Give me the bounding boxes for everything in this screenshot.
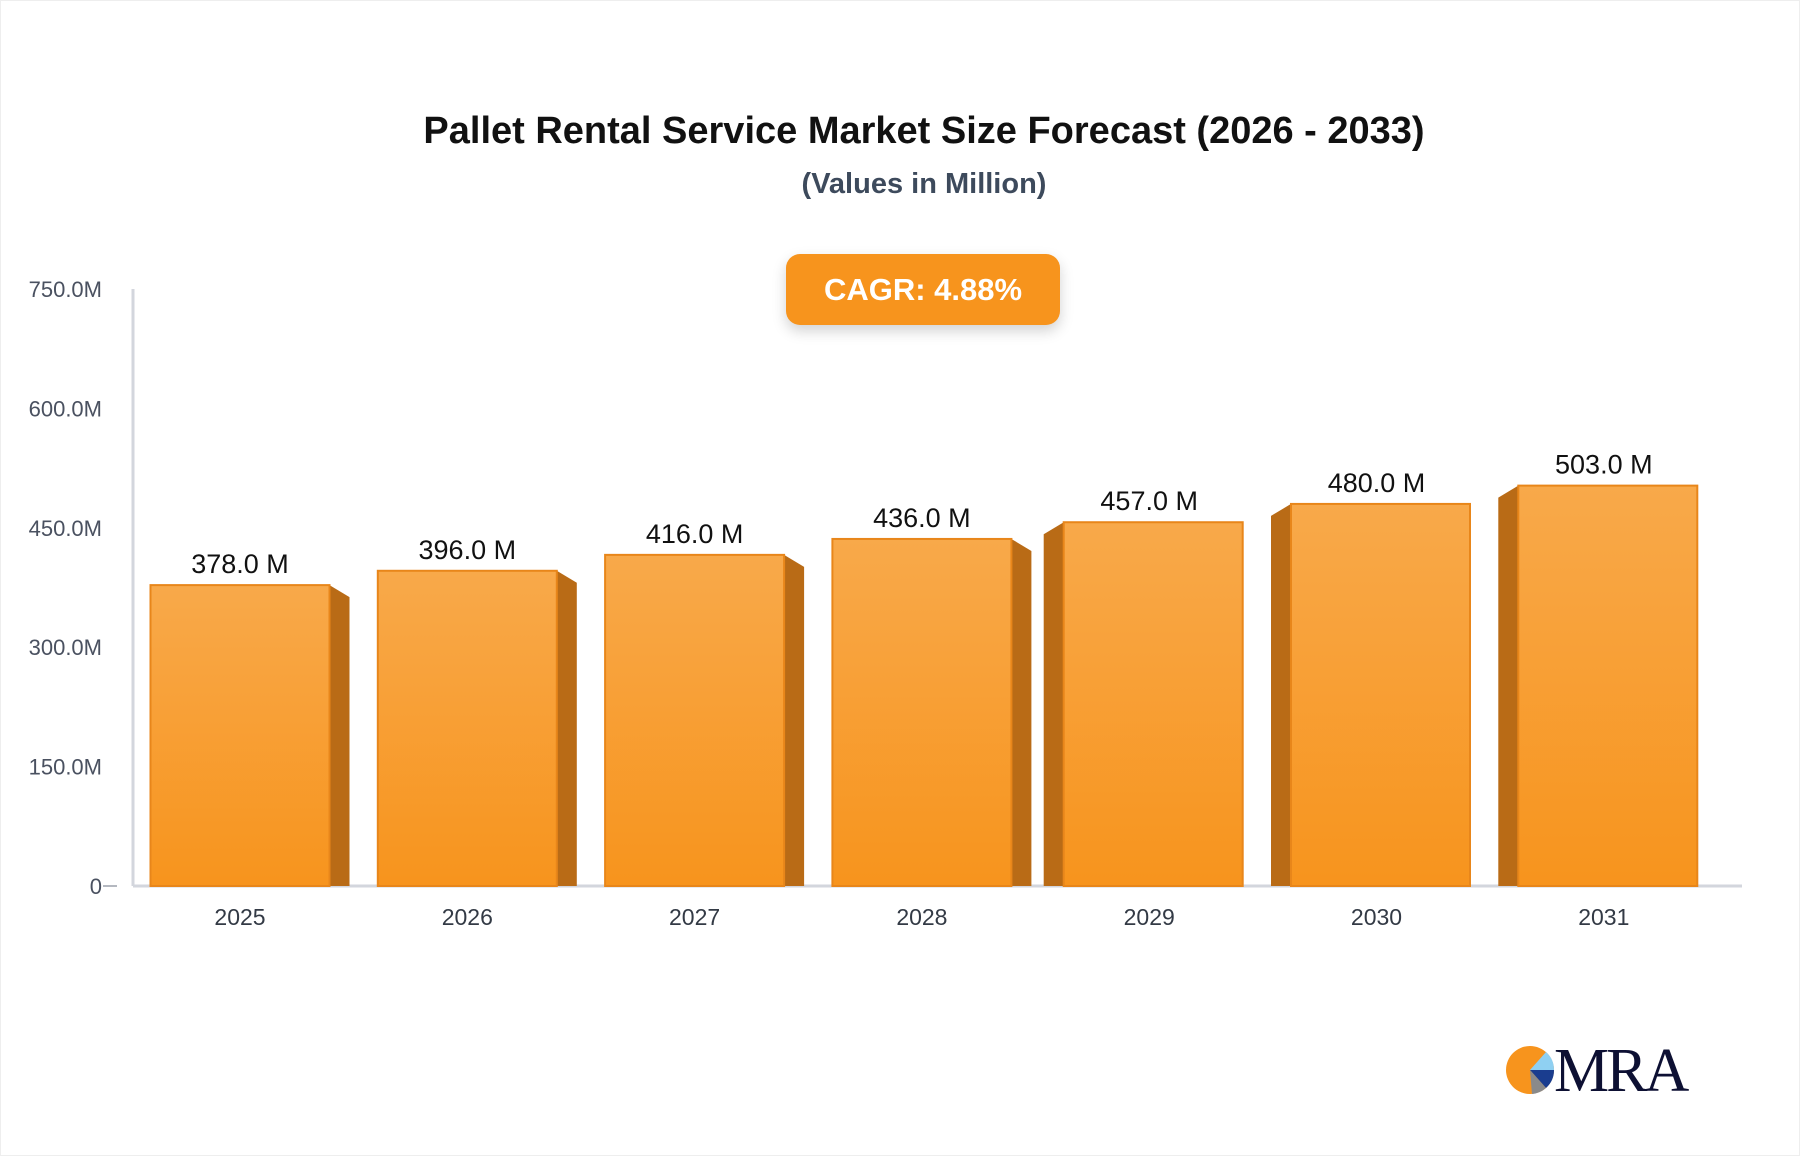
data-label: 503.0 M	[1555, 450, 1653, 480]
x-tick-label: 2028	[896, 904, 947, 930]
y-tick-label: 0	[90, 874, 102, 899]
bar-side	[784, 554, 805, 886]
data-label: 396.0 M	[419, 535, 517, 565]
mra-logo: MRA	[1506, 1037, 1696, 1105]
x-tick-label: 2029	[1124, 904, 1175, 930]
y-tick-label: 600.0M	[29, 396, 102, 421]
y-tick-label: 450.0M	[29, 516, 102, 541]
bar	[831, 537, 1013, 887]
bar	[1290, 502, 1471, 887]
bar	[1517, 484, 1699, 887]
x-tick-label: 2026	[442, 904, 493, 930]
x-tick-label: 2031	[1578, 904, 1629, 930]
y-tick-label: 750.0M	[29, 277, 102, 302]
bar-side	[556, 570, 577, 886]
data-label: 457.0 M	[1100, 486, 1198, 516]
pie-logo-icon	[1506, 1046, 1554, 1094]
bar-side	[329, 585, 350, 886]
bar-side	[1043, 522, 1064, 886]
chart-title: Pallet Rental Service Market Size Foreca…	[423, 110, 1425, 152]
bar-side	[1271, 503, 1291, 886]
y-tick-label: 300.0M	[29, 635, 102, 660]
data-label: 416.0 M	[646, 519, 744, 549]
x-tick-label: 2030	[1351, 904, 1402, 930]
y-tick-label: 150.0M	[29, 755, 102, 780]
logo-text: MRA	[1554, 1037, 1689, 1105]
chart-subtitle: (Values in Million)	[801, 168, 1047, 200]
bar-side	[1011, 538, 1032, 886]
bar	[604, 553, 786, 887]
bar	[149, 584, 331, 887]
data-label: 378.0 M	[191, 549, 289, 579]
cagr-badge: CAGR: 4.88%	[786, 254, 1060, 325]
data-label: 436.0 M	[873, 503, 971, 533]
x-tick-label: 2027	[669, 904, 720, 930]
x-tick-label: 2025	[214, 904, 265, 930]
bar	[1062, 521, 1244, 888]
data-label: 480.0 M	[1328, 468, 1426, 498]
bar	[376, 569, 558, 887]
bar-side	[1498, 485, 1519, 886]
